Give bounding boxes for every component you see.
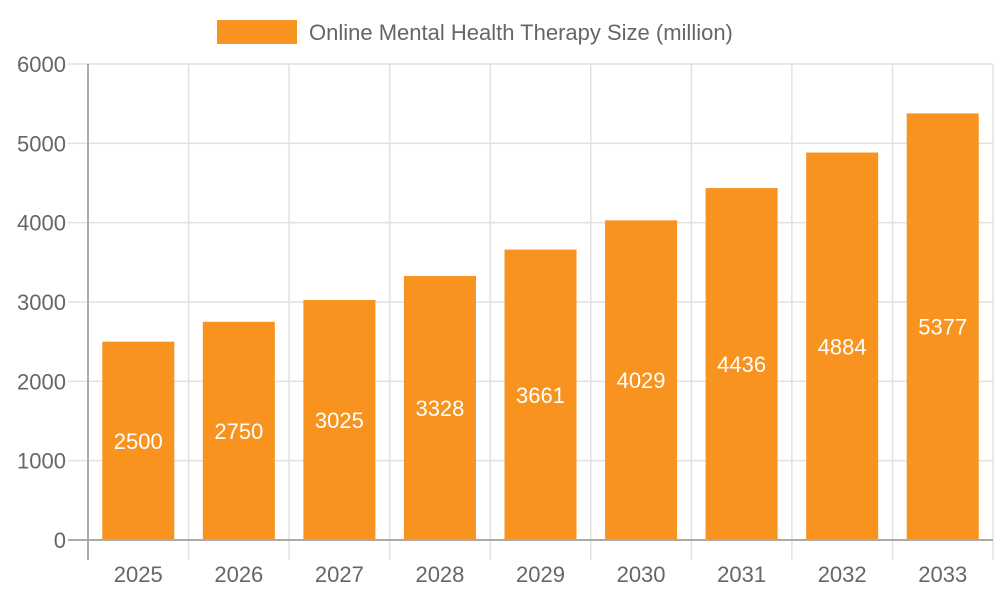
data-label: 3661 [516,383,565,408]
x-tick-label: 2029 [516,562,565,587]
data-label: 2750 [214,419,263,444]
y-tick-label: 0 [54,528,66,553]
data-label: 4436 [717,352,766,377]
bar [504,249,577,540]
bar [403,275,476,540]
legend-swatch [217,20,297,44]
y-tick-label: 1000 [17,449,66,474]
data-label: 4029 [617,368,666,393]
bar [705,188,778,540]
y-tick-label: 4000 [17,211,66,236]
bar [303,300,376,540]
y-tick-label: 2000 [17,369,66,394]
data-label: 3328 [415,396,464,421]
y-tick-label: 5000 [17,131,66,156]
bar [806,152,879,540]
bar [202,321,275,540]
x-tick-label: 2028 [415,562,464,587]
bar [605,220,678,540]
x-tick-label: 2025 [114,562,163,587]
bars: 2500 2750 3025 3328 3661 4029 4436 4884 5377 [102,113,979,540]
data-label: 4884 [818,334,867,359]
data-label: 3025 [315,408,364,433]
bar [906,113,979,540]
y-tick-label: 6000 [17,52,66,77]
x-tick-label: 2032 [818,562,867,587]
data-label: 2500 [114,429,163,454]
grid [68,63,994,560]
x-tick-label: 2026 [214,562,263,587]
x-tick-label: 2033 [918,562,967,587]
bar [102,341,175,540]
y-tick-label: 3000 [17,290,66,315]
legend-label: Online Mental Health Therapy Size (milli… [309,20,733,45]
x-tick-label: 2031 [717,562,766,587]
x-tick-label: 2030 [617,562,666,587]
x-tick-label: 2027 [315,562,364,587]
axes: 0 1000 2000 3000 4000 5000 6000 2025 2026 2027 202… [17,52,993,587]
legend[interactable]: Online Mental Health Therapy Size (milli… [217,20,733,45]
data-label: 5377 [918,315,967,340]
